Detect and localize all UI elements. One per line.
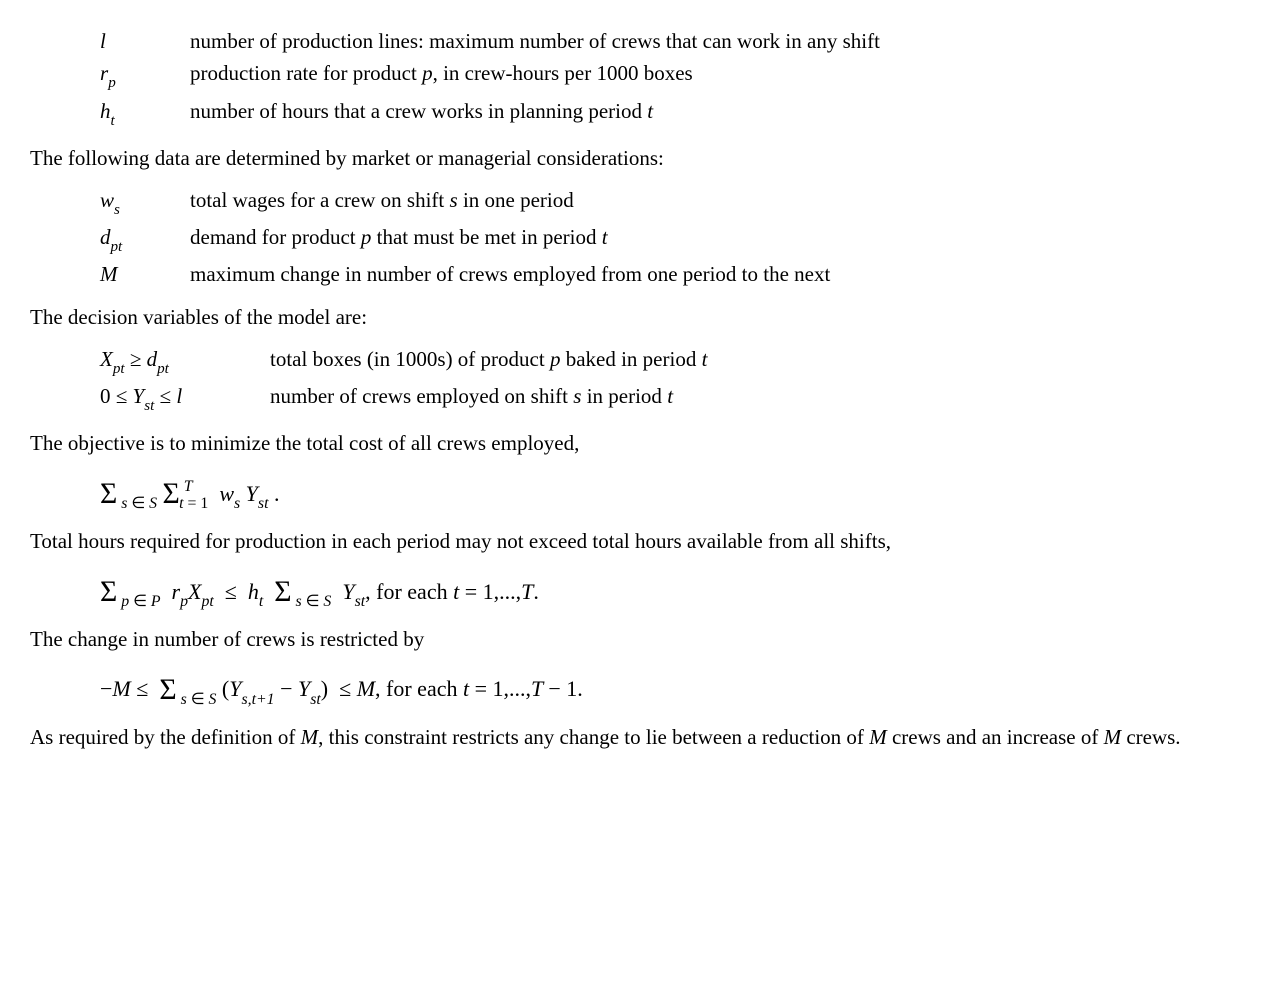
def-symbol: rp (100, 58, 190, 93)
sym-text: w (100, 188, 114, 212)
def-symbol: Xpt ≥ dpt (100, 344, 270, 379)
paragraph: The decision variables of the model are: (30, 302, 1250, 332)
objective-formula: Σ s ∈ S Σ T t = 1 ws Yst . (100, 471, 1250, 514)
text: , this constraint restricts any change t… (318, 725, 869, 749)
definitions-block-3: Xpt ≥ dpt total boxes (in 1000s) of prod… (100, 344, 1250, 416)
sym-text: d (100, 225, 111, 249)
sym-sub: s (114, 202, 120, 218)
paragraph: The objective is to minimize the total c… (30, 428, 1250, 458)
var-M: M (301, 725, 319, 749)
def-description: number of hours that a crew works in pla… (190, 96, 1250, 131)
sym-text: h (100, 99, 111, 123)
paragraph: Total hours required for production in e… (30, 526, 1250, 556)
def-row: ht number of hours that a crew works in … (100, 96, 1250, 131)
sym-sub: p (108, 75, 116, 91)
def-description: total boxes (in 1000s) of product p bake… (270, 344, 1250, 379)
sym-text: r (100, 61, 108, 85)
def-symbol: M (100, 259, 190, 289)
def-description: number of production lines: maximum numb… (190, 26, 1250, 56)
def-description: number of crews employed on shift s in p… (270, 381, 1250, 416)
def-description: maximum change in number of crews employ… (190, 259, 1250, 289)
def-symbol: dpt (100, 222, 190, 257)
var-M: M (1104, 725, 1122, 749)
sym-sub: pt (111, 239, 123, 255)
sym-text: l (100, 29, 106, 53)
definitions-block-2: ws total wages for a crew on shift s in … (100, 185, 1250, 290)
text: As required by the definition of (30, 725, 301, 749)
definitions-block-1: l number of production lines: maximum nu… (100, 26, 1250, 131)
var-M: M (869, 725, 887, 749)
text: crews and an increase of (887, 725, 1104, 749)
def-row: dpt demand for product p that must be me… (100, 222, 1250, 257)
def-description: total wages for a crew on shift s in one… (190, 185, 1250, 220)
sym-sub: t (111, 113, 115, 129)
def-row: Xpt ≥ dpt total boxes (in 1000s) of prod… (100, 344, 1250, 379)
def-description: demand for product p that must be met in… (190, 222, 1250, 257)
def-description: production rate for product p, in crew-h… (190, 58, 1250, 93)
paragraph: The following data are determined by mar… (30, 143, 1250, 173)
def-symbol: l (100, 26, 190, 56)
def-row: ws total wages for a crew on shift s in … (100, 185, 1250, 220)
crew-change-formula: −M ≤ Σ s ∈ S (Ys,t+1 − Yst) ≤ M, for eac… (100, 666, 1250, 709)
paragraph: As required by the definition of M, this… (30, 722, 1250, 752)
hours-constraint-formula: Σ p ∈ P rpXpt ≤ ht Σ s ∈ S Yst, for each… (100, 569, 1250, 612)
sym-text: M (100, 262, 118, 286)
paragraph: The change in number of crews is restric… (30, 624, 1250, 654)
def-symbol: 0 ≤ Yst ≤ l (100, 381, 270, 416)
def-row: 0 ≤ Yst ≤ l number of crews employed on … (100, 381, 1250, 416)
def-symbol: ws (100, 185, 190, 220)
def-row: l number of production lines: maximum nu… (100, 26, 1250, 56)
def-row: M maximum change in number of crews empl… (100, 259, 1250, 289)
def-row: rp production rate for product p, in cre… (100, 58, 1250, 93)
def-symbol: ht (100, 96, 190, 131)
text: crews. (1121, 725, 1180, 749)
